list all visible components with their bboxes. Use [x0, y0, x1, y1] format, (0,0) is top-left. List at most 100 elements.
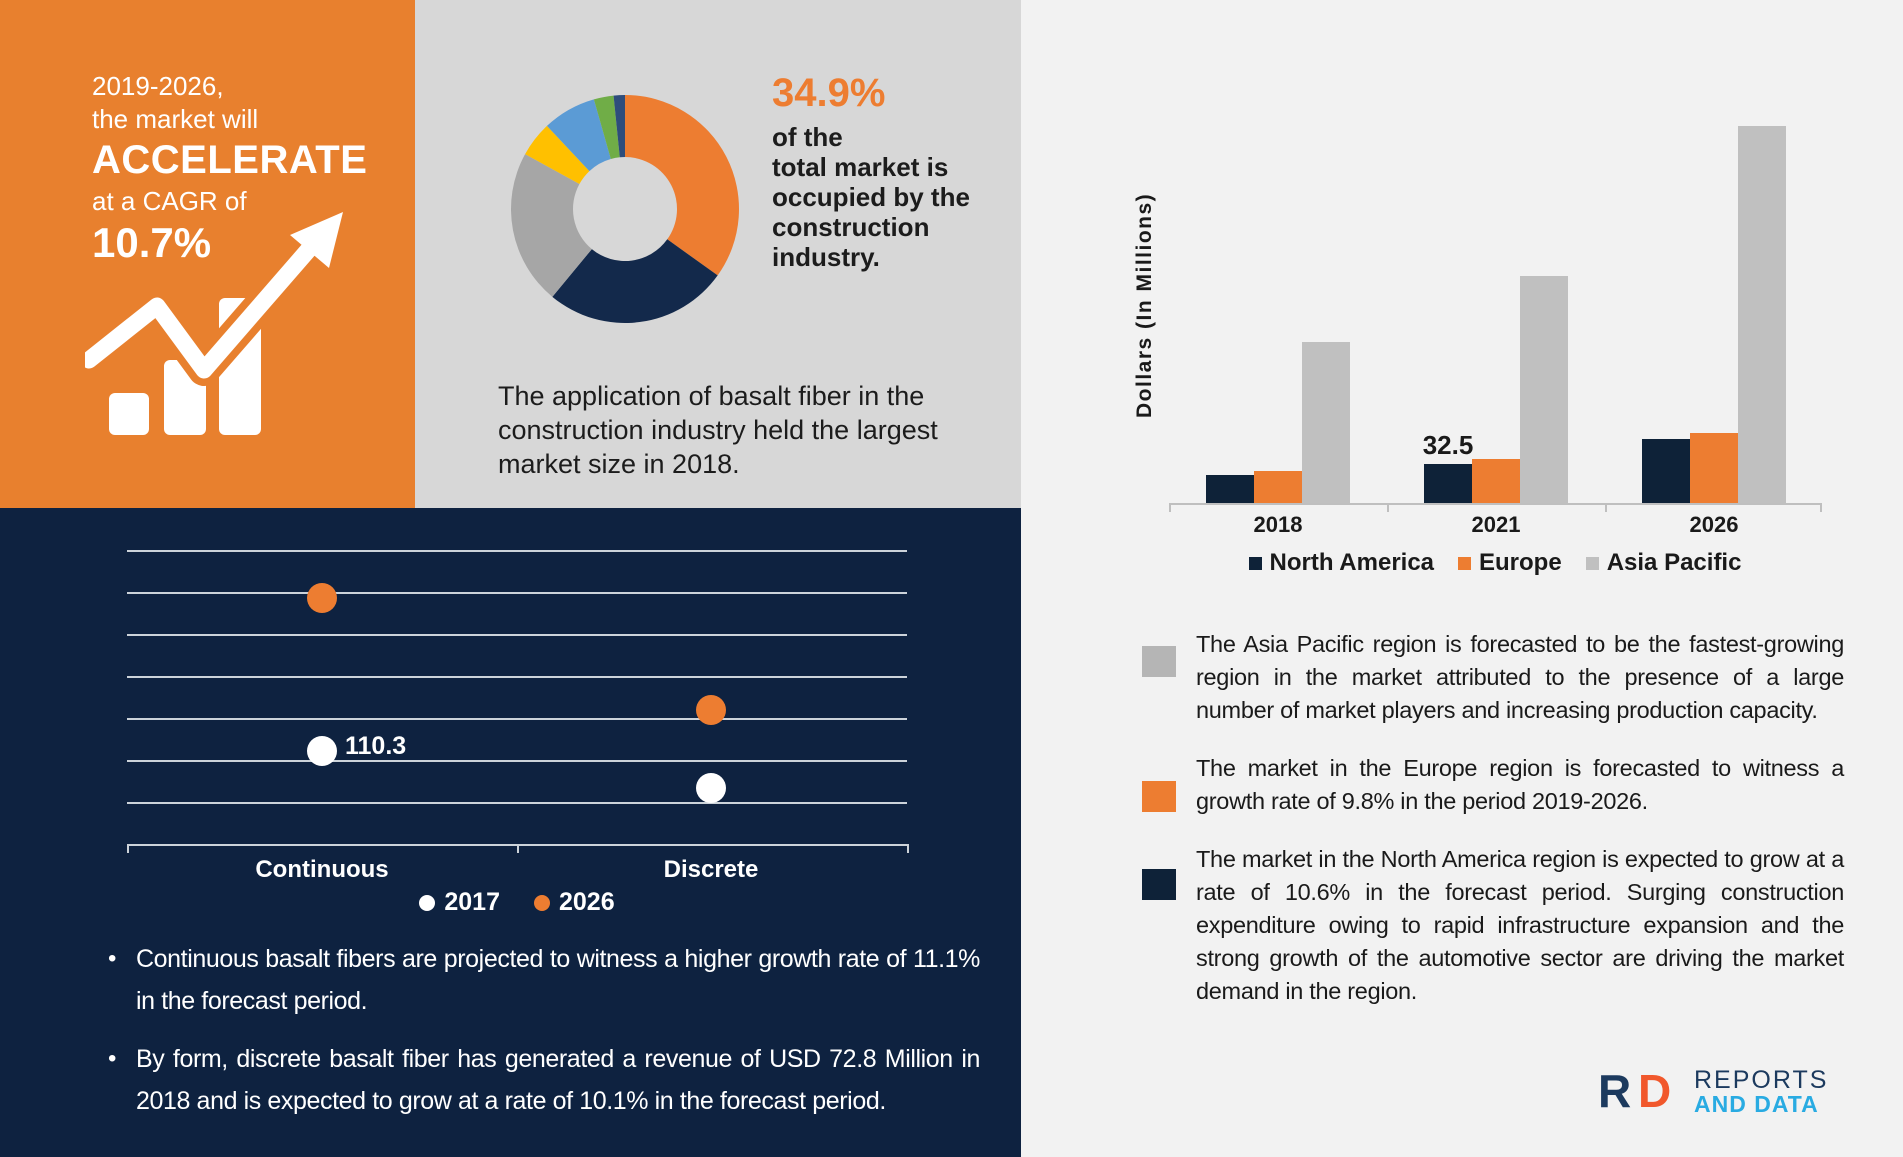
gridline	[127, 592, 907, 594]
application-donut-chart	[511, 95, 739, 323]
legend-label: 2026	[559, 888, 615, 916]
legend-label: 2017	[444, 888, 500, 916]
bullet-item: By form, discrete basalt fiber has gener…	[106, 1038, 980, 1122]
cagr-accelerate: ACCELERATE	[92, 138, 368, 182]
note-marker	[1142, 781, 1176, 812]
region-bar-chart: 2018 2021 2026 North America Europe Asia Paci…	[1021, 0, 1903, 1157]
accelerate-panel: 2019-2026, the market will ACCELERATE at…	[0, 0, 415, 508]
bar-category-label-2026: 2026	[1689, 512, 1739, 537]
legend-item-2026: 2026	[534, 888, 615, 917]
legend-label: Europe	[1479, 549, 1562, 576]
donut-segment-3	[525, 125, 590, 184]
data-point-2017-Continuous	[307, 736, 337, 767]
gridline	[127, 760, 907, 762]
donut-segment-2	[511, 154, 592, 297]
x-axis-tick	[1387, 503, 1389, 512]
bar-europe-2026	[1690, 433, 1738, 503]
bar-north-america-2026	[1642, 439, 1690, 503]
bar-category-label-2018: 2018	[1253, 512, 1303, 537]
cagr-period: 2019-2026,	[92, 71, 224, 101]
svg-text:D: D	[1638, 1071, 1671, 1113]
application-share-panel: 34.9% of the total market is occupied by…	[415, 0, 1021, 508]
donut-segment-6	[613, 95, 625, 158]
gridline	[127, 550, 907, 552]
bar-chart-legend: North America Europe Asia Pacific	[1169, 549, 1821, 577]
region-panel: Dollars (In Millions) 2018 2021 2026 North …	[1021, 0, 1903, 1157]
stat-line: of the	[772, 122, 843, 152]
bar-asia-pacific-2026	[1738, 126, 1786, 503]
note-text: The market in the Europe region is forec…	[1196, 755, 1844, 814]
svg-text:R: R	[1598, 1071, 1631, 1113]
legend-label: North America	[1269, 549, 1435, 576]
legend-dot	[534, 894, 550, 911]
data-point-2026-Discrete	[696, 694, 726, 725]
stat-line: industry.	[772, 242, 880, 272]
form-panel: Continuous Discrete 2017 2026 110.3 Continu…	[0, 508, 1021, 1157]
cagr-value: 10.7%	[92, 219, 212, 266]
reports-and-data-logo: R D REPORTS AND DATA	[1598, 1068, 1828, 1116]
donut-caption: The application of basalt fiber in the c…	[498, 381, 938, 479]
construction-share-value: 34.9%	[772, 71, 886, 115]
bar-category-label-2021: 2021	[1471, 512, 1521, 537]
gridline	[127, 676, 907, 678]
bullet-item: Continuous basalt fibers are projected t…	[106, 938, 980, 1022]
region-note-2: The market in the North America region i…	[1142, 843, 1844, 1008]
donut-segment-1	[552, 239, 718, 323]
bar-north-america-2018	[1206, 475, 1254, 503]
data-point-2026-Continuous	[307, 582, 337, 613]
category-label-discrete: Discrete	[663, 856, 759, 883]
bar-asia-pacific-2021	[1520, 276, 1568, 503]
gridline	[127, 802, 907, 804]
donut-segment-0	[625, 95, 739, 276]
legend-swatch	[1458, 556, 1472, 570]
x-axis-tick	[517, 844, 519, 853]
x-axis-tick	[1820, 503, 1822, 512]
rd-logo-mark: R D	[1598, 1071, 1671, 1113]
bar-europe-2021	[1472, 458, 1520, 503]
logo-and-data: AND DATA	[1694, 1091, 1819, 1117]
region-note-1: The market in the Europe region is forec…	[1142, 752, 1844, 818]
x-axis-line	[1169, 503, 1821, 505]
cagr-line: the market will	[92, 104, 259, 134]
x-axis-tick	[1169, 503, 1171, 512]
bar-asia-pacific-2018	[1302, 342, 1350, 503]
note-text: The Asia Pacific region is forecasted to…	[1196, 631, 1844, 723]
cagr-line: at a CAGR of	[92, 186, 247, 216]
note-marker	[1142, 646, 1176, 677]
legend-item-2017: 2017	[419, 888, 500, 917]
stat-line: occupied by the	[772, 182, 970, 212]
legend-dot	[419, 894, 436, 911]
legend-item-asia-pacific: Asia Pacific	[1585, 549, 1742, 577]
legend-swatch	[1585, 556, 1599, 570]
donut-segment-5	[593, 95, 620, 159]
logo-reports: REPORTS	[1694, 1066, 1829, 1094]
stat-line: total market is	[772, 152, 949, 182]
legend-swatch	[1248, 556, 1262, 570]
dot-plot-legend: 2017 2026	[127, 888, 907, 917]
legend-label: Asia Pacific	[1606, 549, 1742, 576]
growth-chart-icon	[85, 212, 343, 435]
bar-data-label: 32.5	[1422, 430, 1474, 460]
stat-line: construction	[772, 212, 930, 242]
x-axis-tick	[127, 844, 129, 853]
dot-value-label: 110.3	[345, 732, 407, 760]
bar-europe-2018	[1254, 470, 1302, 503]
region-note-0: The Asia Pacific region is forecasted to…	[1142, 628, 1844, 727]
legend-item-europe: Europe	[1458, 549, 1562, 577]
gridline	[127, 634, 907, 636]
legend-item-north-america: North America	[1248, 549, 1435, 577]
cagr-statement: 2019-2026, the market will ACCELERATE at…	[92, 70, 367, 268]
gridline	[127, 718, 907, 720]
x-axis-tick	[1605, 503, 1607, 512]
bar-north-america-2021	[1424, 464, 1472, 503]
note-text: The market in the North America region i…	[1196, 846, 1844, 1004]
form-bullet-list: Continuous basalt fibers are projected t…	[106, 938, 980, 1138]
construction-share-stat: 34.9% of the total market is occupied by…	[772, 70, 1012, 272]
data-point-2017-Discrete	[696, 772, 726, 803]
logo-wordmark: REPORTS AND DATA	[1694, 1068, 1828, 1116]
category-label-continuous: Continuous	[255, 856, 389, 883]
x-axis-tick	[907, 844, 909, 853]
note-marker	[1142, 869, 1176, 900]
donut-segment-4	[546, 99, 611, 172]
